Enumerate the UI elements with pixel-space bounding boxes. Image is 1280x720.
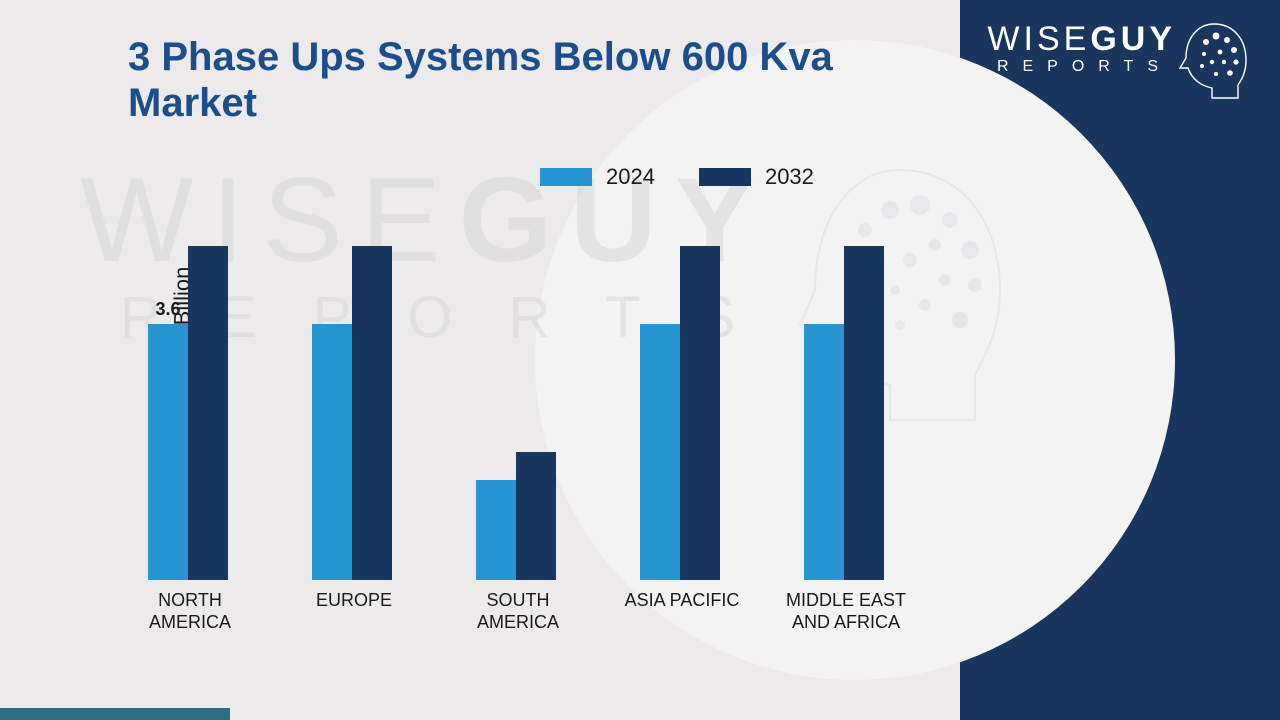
bottom-accent-strip <box>0 708 230 720</box>
legend: 2024 2032 <box>540 164 814 190</box>
legend-label: 2032 <box>765 164 814 190</box>
legend-swatch <box>540 168 592 186</box>
category-label: SOUTH AMERICA <box>448 590 588 633</box>
legend-label: 2024 <box>606 164 655 190</box>
bar-2024 <box>148 324 188 580</box>
category-label: MIDDLE EAST AND AFRICA <box>776 590 916 633</box>
category-label: EUROPE <box>284 590 424 612</box>
category-label: ASIA PACIFIC <box>612 590 752 612</box>
plot-area: 3.6NORTH AMERICAEUROPESOUTH AMERICAASIA … <box>130 210 950 580</box>
logo-line2: REPORTS <box>982 58 1172 76</box>
bar-2032 <box>352 246 392 580</box>
chart-title: 3 Phase Ups Systems Below 600 Kva Market <box>128 34 868 126</box>
bar-2032 <box>844 246 884 580</box>
legend-item: 2024 <box>540 164 655 190</box>
logo-line1b: GUY <box>1090 20 1176 58</box>
stage: WISEGUY REPORTS 3 Phase Ups Systems Belo… <box>0 0 1280 720</box>
bar-2032 <box>516 452 556 580</box>
bar-2024 <box>640 324 680 580</box>
logo-head-icon <box>1172 18 1256 102</box>
bar-2024 <box>804 324 844 580</box>
bar-2032 <box>188 246 228 580</box>
bar-2032 <box>680 246 720 580</box>
logo-line1a: WISE <box>987 20 1090 58</box>
brand-logo: WISEGUY REPORTS <box>982 22 1252 76</box>
bar-2024 <box>312 324 352 580</box>
legend-item: 2032 <box>699 164 814 190</box>
chart-area: Market Size in USD Billion 3.6NORTH AMER… <box>100 210 950 580</box>
category-label: NORTH AMERICA <box>120 590 260 633</box>
legend-swatch <box>699 168 751 186</box>
bar-2024 <box>476 480 516 580</box>
